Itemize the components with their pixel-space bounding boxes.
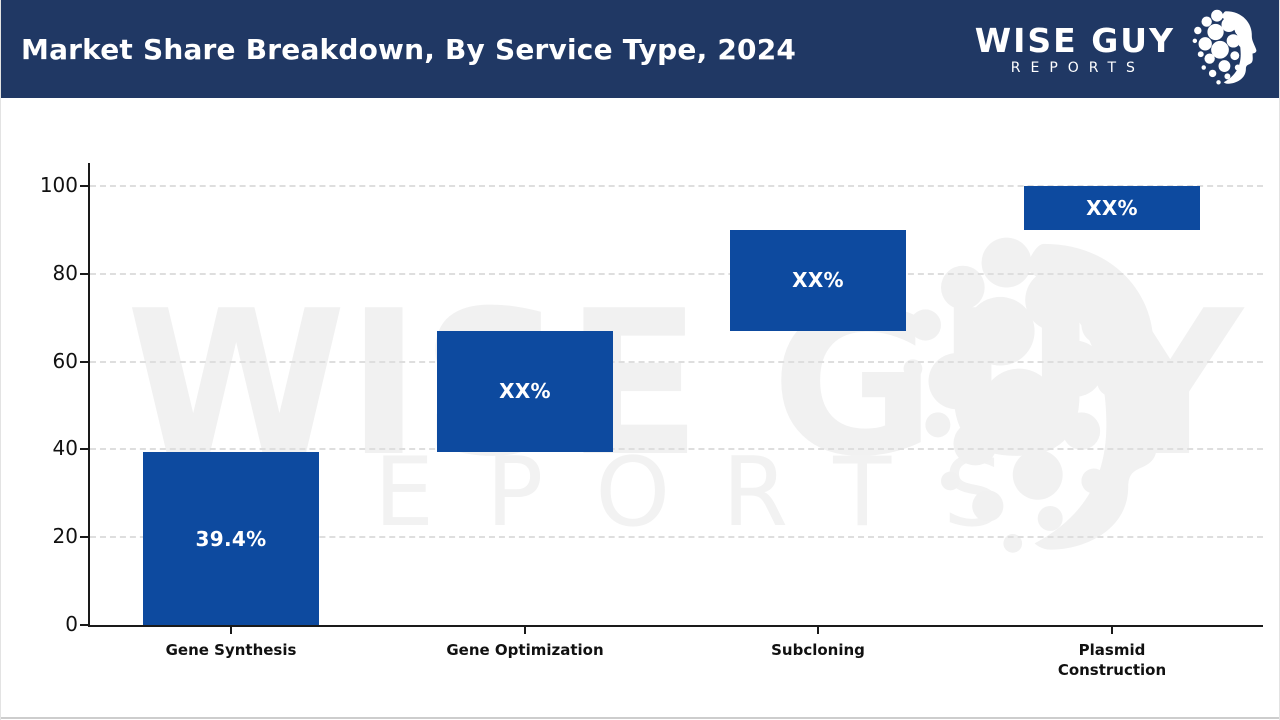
- logo-wordmark: WISE GUY: [974, 20, 1175, 60]
- logo-text: WISE GUY REPORTS: [975, 24, 1175, 75]
- y-tick-label: 20: [52, 524, 78, 549]
- bar-value-label: XX%: [792, 268, 844, 293]
- y-tick: [80, 536, 88, 539]
- gridline-60: [90, 360, 1263, 363]
- x-category-label-gene-synthesis: Gene Synthesis: [165, 641, 297, 659]
- gridline-100: [90, 185, 1263, 187]
- gridline-80: [90, 272, 1263, 275]
- y-tick: [80, 360, 88, 363]
- bar-value-label: XX%: [1086, 195, 1138, 220]
- bar-plasmid-construction: XX%: [1024, 186, 1200, 230]
- y-tick-label: 100: [39, 173, 78, 197]
- bar-gene-optimization: XX%: [437, 330, 613, 453]
- x-tick: [230, 627, 232, 634]
- y-tick-label: 0: [65, 612, 78, 636]
- header: Market Share Breakdown, By Service Type,…: [1, 0, 1279, 98]
- gridline-20: [90, 536, 1263, 539]
- x-category-label-subcloning: Subcloning: [771, 641, 865, 659]
- wise-guy-logo: WISE GUY REPORTS: [975, 8, 1257, 90]
- x-category-label-gene-optimization: Gene Optimization: [446, 641, 604, 659]
- y-axis-line: [88, 163, 90, 627]
- bar-value-label: 39.4%: [195, 526, 267, 551]
- x-category-label-plasmid-construction: Plasmid Construction: [1057, 641, 1167, 680]
- watermark-dotted-head-icon: [903, 237, 1173, 553]
- logo-subtitle: REPORTS: [1010, 59, 1145, 76]
- y-tick-label: 40: [52, 436, 78, 461]
- x-axis-line: [88, 625, 1263, 627]
- x-tick: [1111, 627, 1113, 634]
- y-tick-label: 60: [52, 348, 78, 373]
- x-tick: [524, 627, 526, 634]
- bar-gene-synthesis: 39.4%: [143, 452, 319, 625]
- bar-value-label: XX%: [499, 379, 551, 404]
- watermark-subtitle: REPORTS: [256, 438, 1056, 548]
- y-tick: [80, 185, 88, 187]
- page-title: Market Share Breakdown, By Service Type,…: [21, 32, 797, 66]
- x-tick: [817, 627, 819, 634]
- gridline-40: [90, 448, 1263, 451]
- bar-subcloning: XX%: [730, 229, 906, 331]
- bottom-rule: [1, 717, 1279, 719]
- dotted-head-icon: [1192, 9, 1257, 85]
- y-tick: [80, 272, 88, 275]
- y-tick: [80, 624, 88, 626]
- y-tick-label: 80: [52, 260, 78, 285]
- y-tick: [80, 448, 88, 451]
